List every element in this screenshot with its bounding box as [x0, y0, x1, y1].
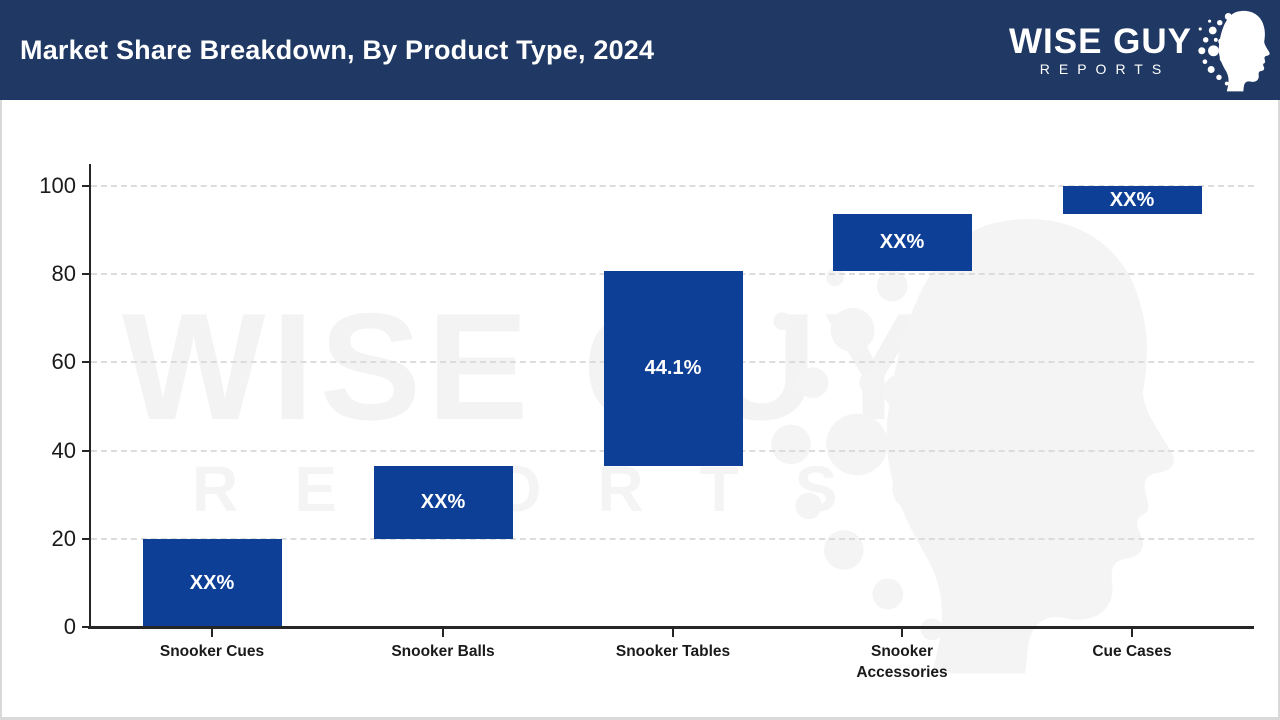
y-tick-mark-80	[82, 273, 90, 276]
wise-guy-reports-logo: WISE GUY REPORTS	[1009, 6, 1272, 94]
x-tick-label-cue-cases: Cue Cases	[1092, 643, 1172, 660]
y-tick-label-20: 20	[51, 525, 76, 551]
y-tick-mark-0	[82, 626, 90, 628]
x-tick-mark-snooker-accessories	[901, 629, 903, 637]
y-tick-label-0: 0	[63, 614, 76, 639]
bar-value-label-snooker-accessories: XX%	[879, 231, 925, 254]
face-profile-icon	[1198, 10, 1270, 92]
x-tick-label-snooker-accessories: Snooker Accessories	[856, 643, 948, 681]
bar-value-label-snooker-cues: XX%	[189, 571, 235, 594]
y-tick-label-60: 60	[51, 349, 76, 375]
chart-canvas: WISE GUY REPORTS 0 20 40 60 80 100 XX% Snooker …	[0, 100, 1280, 720]
watermark-face-icon	[771, 218, 1174, 674]
bar-value-label-snooker-balls: XX%	[420, 491, 466, 514]
y-tick-label-80: 80	[51, 261, 76, 287]
page-title: Market Share Breakdown, By Product Type,…	[20, 34, 655, 65]
logo-text: WISE GUY REPORTS	[1009, 24, 1192, 76]
x-tick-label-snooker-tables: Snooker Tables	[615, 643, 731, 660]
y-tick-mark-100	[82, 185, 90, 187]
y-tick-mark-20	[82, 537, 90, 540]
y-tick-label-40: 40	[51, 437, 76, 463]
x-tick-mark-snooker-cues	[211, 629, 213, 637]
y-gridline-20	[91, 537, 1254, 540]
x-tick-label-snooker-balls: Snooker Balls	[391, 643, 495, 660]
bar-snooker-tables: 44.1%	[603, 271, 743, 466]
logo-wordmark: WISE GUY	[1008, 22, 1192, 61]
logo-subtitle: REPORTS	[1039, 61, 1171, 77]
y-tick-mark-40	[82, 449, 90, 452]
x-tick-mark-snooker-tables	[672, 629, 674, 637]
bar-snooker-accessories: XX%	[832, 213, 972, 272]
bar-cue-cases: XX%	[1062, 186, 1202, 214]
y-gridline-100	[91, 185, 1254, 187]
y-tick-mark-60	[82, 361, 90, 364]
x-tick-mark-cue-cases	[1131, 629, 1133, 637]
bar-value-label-snooker-tables: 44.1%	[644, 357, 702, 380]
x-tick-mark-snooker-balls	[442, 629, 444, 637]
y-tick-label-100: 100	[39, 173, 76, 198]
x-axis-spine	[88, 626, 1254, 629]
bar-snooker-balls: XX%	[373, 465, 513, 539]
bar-value-label-cue-cases: XX%	[1109, 188, 1155, 211]
watermark-wordmark: WISE GUY	[122, 282, 931, 452]
header-banner: Market Share Breakdown, By Product Type,…	[0, 0, 1280, 100]
x-tick-label-snooker-cues: Snooker Cues	[159, 643, 265, 660]
y-axis-spine	[89, 164, 91, 629]
bar-snooker-cues: XX%	[142, 538, 282, 627]
